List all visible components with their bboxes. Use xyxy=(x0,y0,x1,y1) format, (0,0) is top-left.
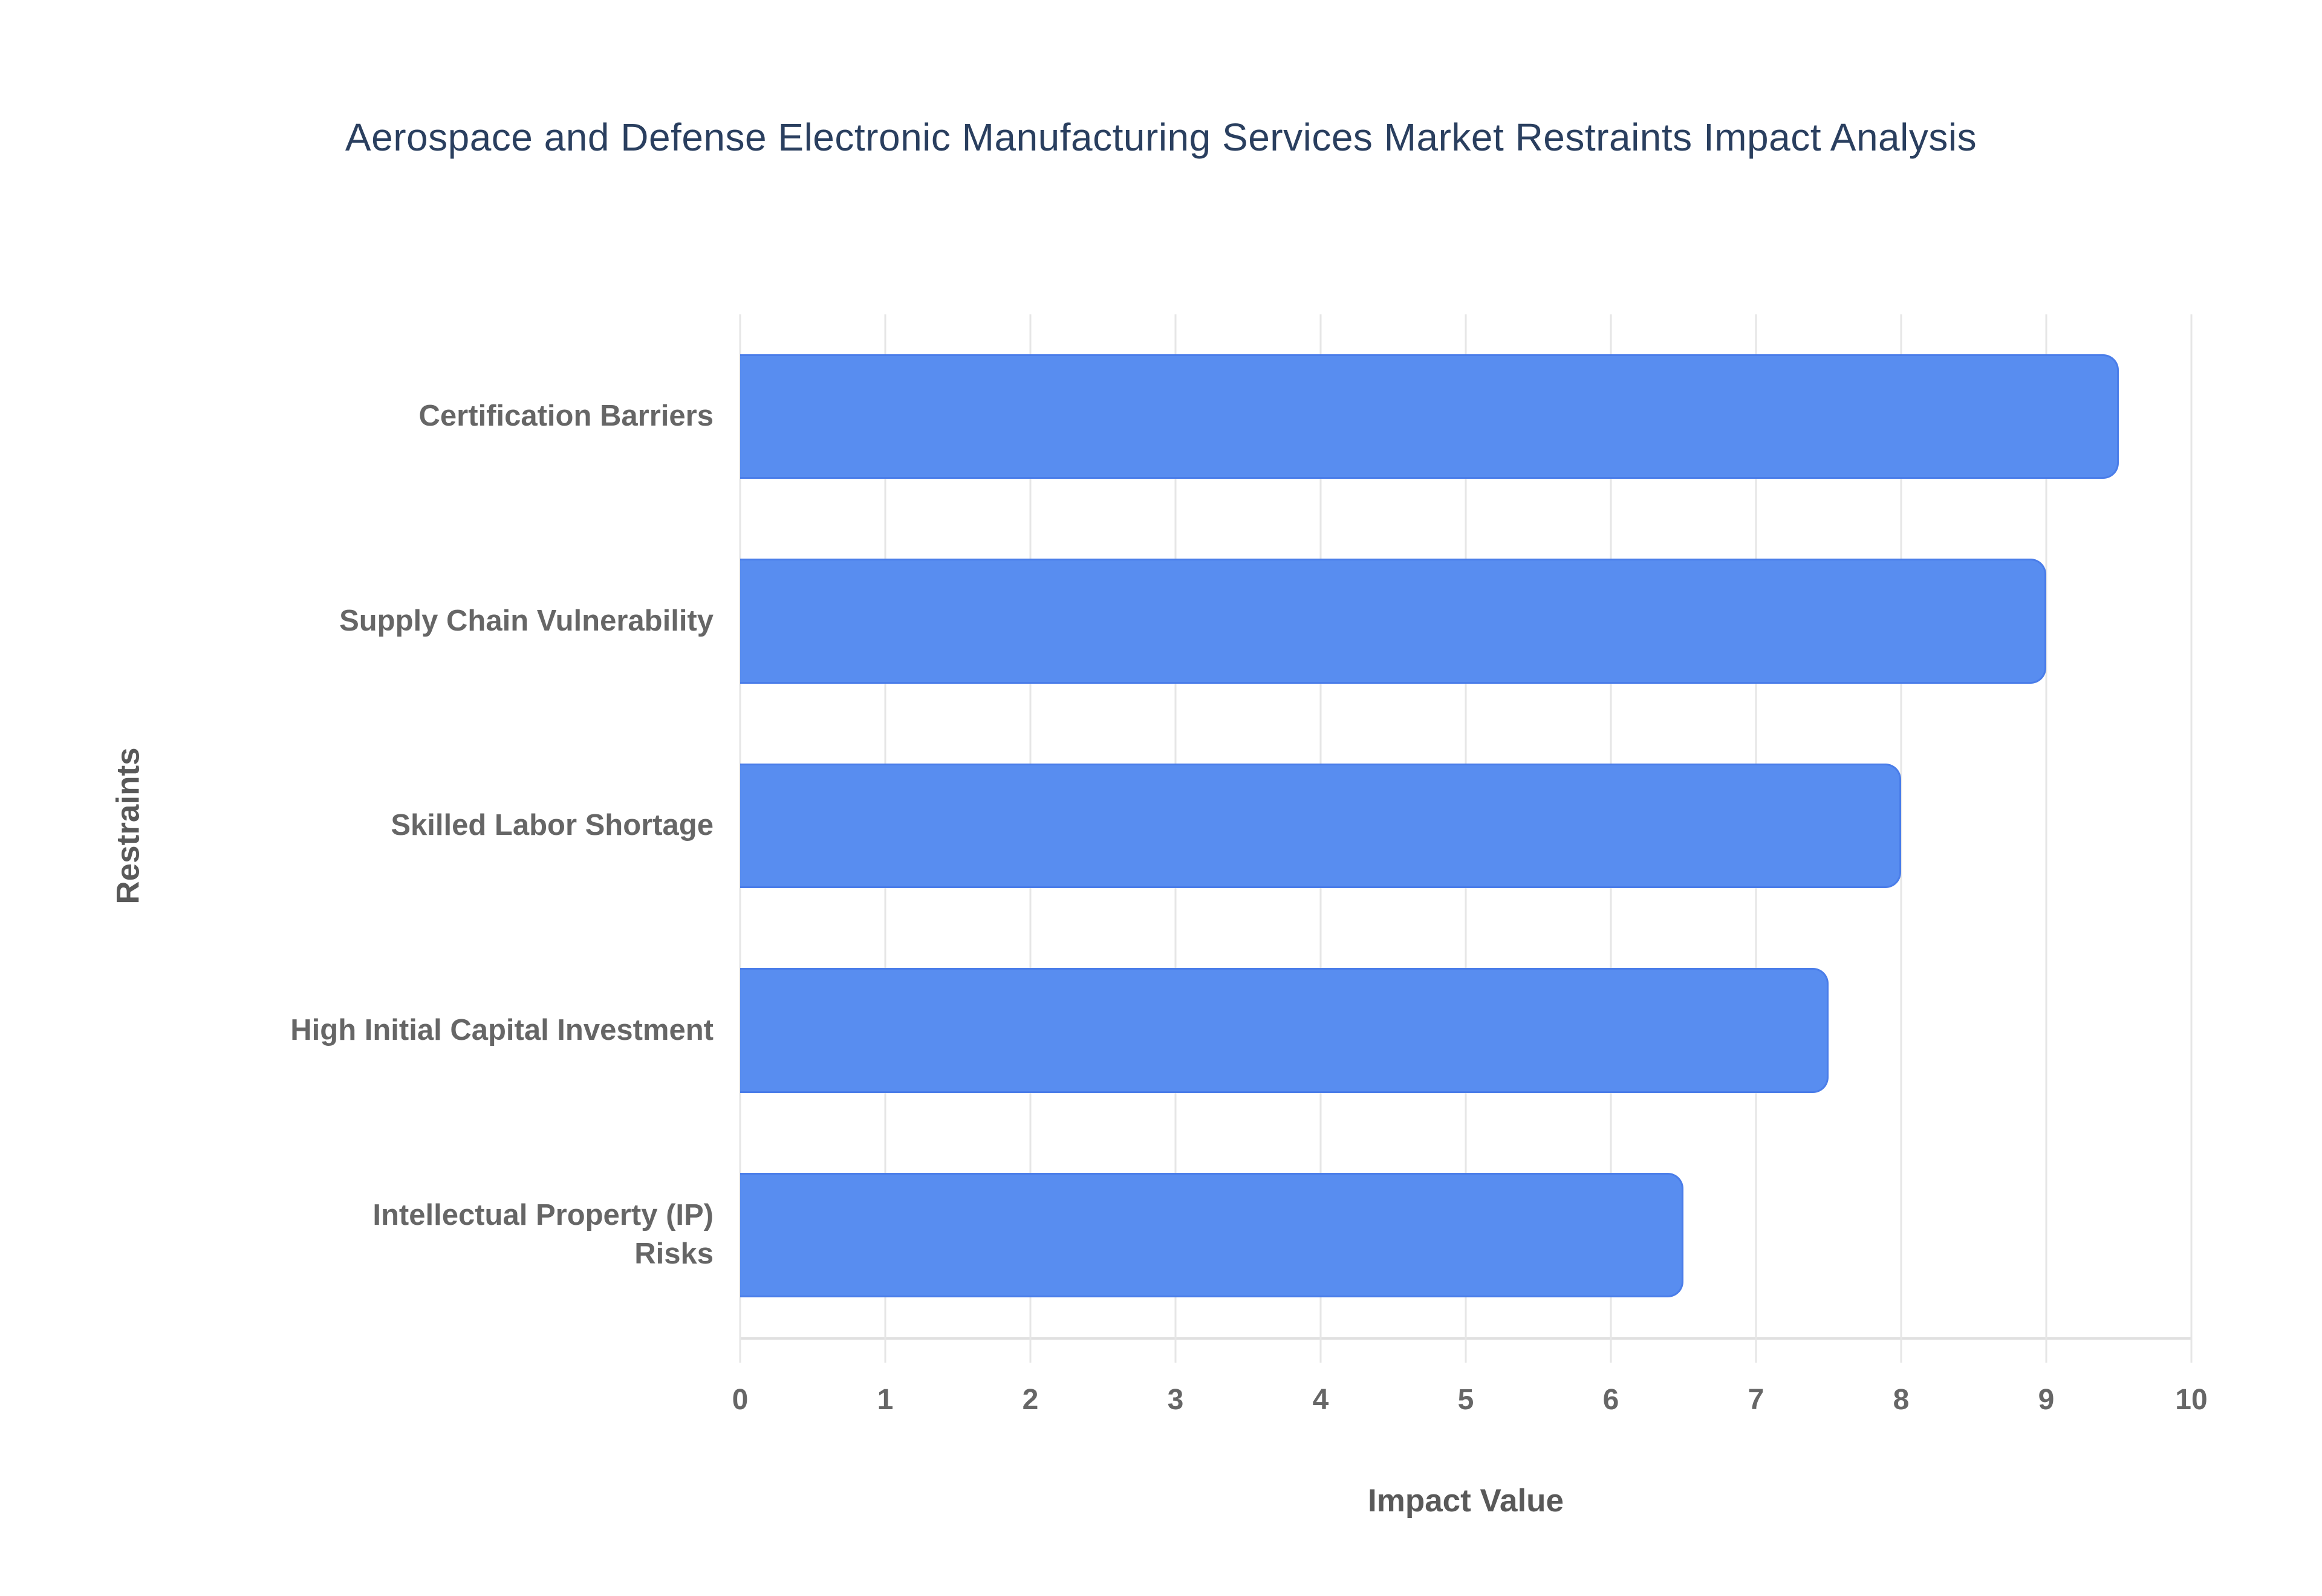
bar-row xyxy=(740,1133,2191,1337)
bar xyxy=(740,1172,1683,1297)
x-tick-label: 8 xyxy=(1893,1384,1910,1416)
x-tick-label: 6 xyxy=(1602,1384,1619,1416)
x-tick-label: 3 xyxy=(1167,1384,1184,1416)
bar xyxy=(740,559,2046,684)
bar-row xyxy=(740,928,2191,1132)
category-label: Certification Barriers xyxy=(418,400,714,433)
category-label-row: High Initial Capital Investment xyxy=(0,928,740,1132)
category-label: Skilled Labor Shortage xyxy=(391,809,714,842)
x-tick-label: 7 xyxy=(1748,1384,1764,1416)
plot-area xyxy=(739,314,2193,1363)
x-tick-label: 0 xyxy=(732,1384,749,1416)
gridline xyxy=(2045,314,2047,1363)
bar-row xyxy=(740,724,2191,928)
category-label: Intellectual Property (IP) Risks xyxy=(372,1199,714,1270)
category-label: High Initial Capital Investment xyxy=(290,1013,714,1046)
bar-row xyxy=(740,519,2191,723)
category-label-row: Supply Chain Vulnerability xyxy=(0,519,740,723)
x-tick-label: 5 xyxy=(1457,1384,1474,1416)
bar-series xyxy=(740,314,2191,1337)
x-tick-label: 4 xyxy=(1312,1384,1329,1416)
category-label-row: Skilled Labor Shortage xyxy=(0,724,740,928)
bar xyxy=(740,354,2119,479)
x-axis-ticks: 0 1 2 3 4 5 6 7 8 9 10 xyxy=(732,1383,2208,1426)
gridline xyxy=(2190,314,2193,1363)
x-tick-label: 10 xyxy=(2175,1384,2208,1416)
bar-row xyxy=(740,314,2191,519)
chart-title: Aerospace and Defense Electronic Manufac… xyxy=(345,115,1977,159)
bar xyxy=(740,763,1901,889)
x-axis-title: Impact Value xyxy=(1367,1483,1564,1519)
category-label: Supply Chain Vulnerability xyxy=(339,604,714,637)
gridline xyxy=(1900,314,1902,1363)
bar xyxy=(740,968,1829,1093)
category-label-row: Certification Barriers xyxy=(0,314,740,519)
category-axis-labels: Certification Barriers Supply Chain Vulne… xyxy=(0,314,740,1337)
x-tick-label: 9 xyxy=(2038,1384,2055,1416)
category-label-row: Intellectual Property (IP) Risks xyxy=(0,1133,740,1337)
x-tick-label: 2 xyxy=(1022,1384,1039,1416)
x-tick-label: 1 xyxy=(877,1384,894,1416)
